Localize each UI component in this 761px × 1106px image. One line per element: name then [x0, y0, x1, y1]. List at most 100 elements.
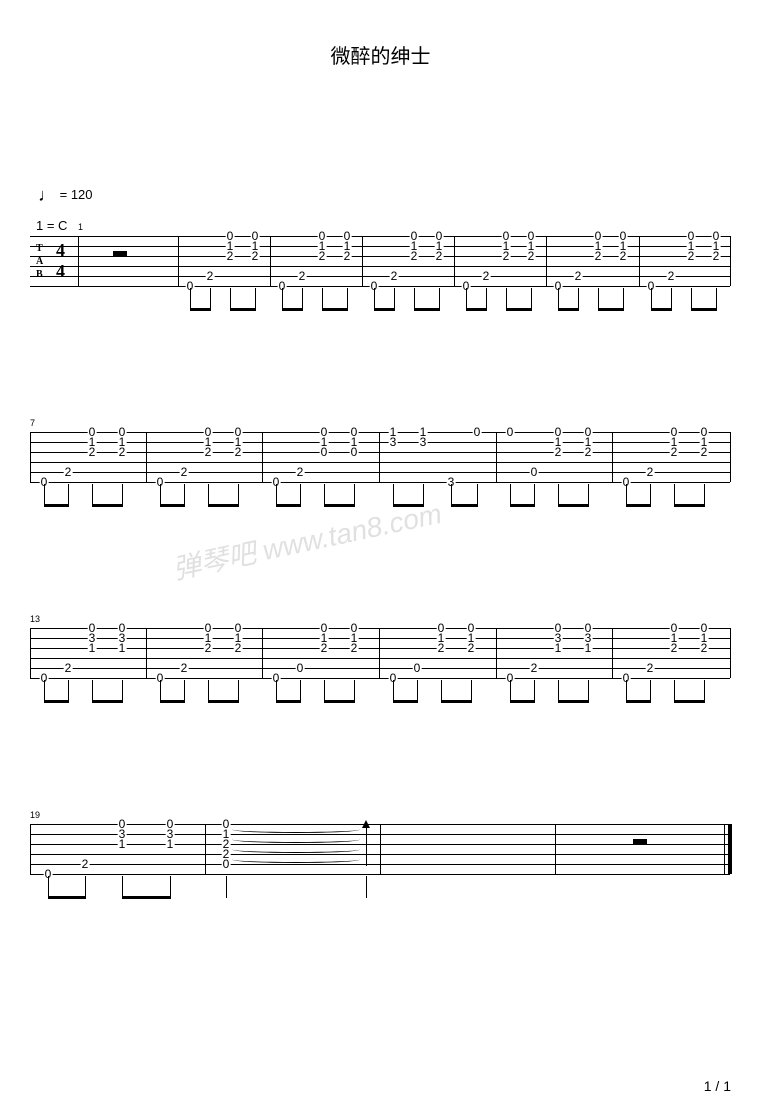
tab-system: 7020120120201201202010010131330000120120… — [30, 432, 730, 482]
fret-number: 1 — [118, 839, 127, 849]
measure-number: 13 — [30, 614, 40, 624]
measure-number: 1 — [78, 222, 83, 232]
tab-string-line — [30, 472, 730, 473]
fret-number: 2 — [435, 251, 444, 261]
note-stem — [85, 876, 86, 898]
fret-number: 2 — [437, 643, 446, 653]
note-stem — [374, 288, 375, 310]
tempo-marking: ♩ = 120 — [38, 185, 93, 206]
barline — [496, 628, 497, 678]
beam — [451, 504, 478, 507]
beam — [230, 308, 256, 311]
note-stem — [558, 680, 559, 702]
barline — [362, 236, 363, 286]
fret-number: 2 — [118, 447, 127, 457]
beam — [160, 700, 185, 703]
fret-number: 1 — [166, 839, 175, 849]
note-stem — [650, 680, 651, 702]
beam — [324, 504, 355, 507]
note-stem — [674, 484, 675, 506]
tie-arc — [232, 836, 360, 843]
fret-number: 2 — [320, 643, 329, 653]
beam — [651, 308, 672, 311]
note-stem — [486, 288, 487, 310]
tab-string-line — [30, 276, 730, 277]
note-stem — [230, 288, 231, 310]
fret-number: 2 — [81, 859, 90, 869]
note-stem — [44, 484, 45, 506]
beam — [558, 308, 579, 311]
note-stem — [393, 484, 394, 506]
tab-string-line — [30, 628, 730, 629]
barline — [30, 824, 31, 874]
note-stem — [276, 484, 277, 506]
barline — [146, 432, 147, 482]
barline — [205, 824, 206, 874]
note-stem — [531, 288, 532, 310]
note-stem — [451, 484, 452, 506]
barline — [30, 628, 31, 678]
note-stem — [347, 288, 348, 310]
tie-arc — [232, 856, 360, 863]
note-stem — [354, 680, 355, 702]
note-stem — [302, 288, 303, 310]
tempo-value: = 120 — [60, 187, 93, 202]
note-stem — [510, 680, 511, 702]
fret-number: 2 — [350, 643, 359, 653]
beam — [324, 700, 355, 703]
fret-number: 2 — [646, 663, 655, 673]
fret-number: 3 — [419, 437, 428, 447]
note-stem — [184, 680, 185, 702]
key-signature: 1 = C — [36, 218, 67, 233]
note-stem — [588, 680, 589, 702]
note-stem — [414, 288, 415, 310]
tie-arc — [232, 846, 360, 853]
fret-number: 2 — [467, 643, 476, 653]
barline — [270, 236, 271, 286]
fret-number: 0 — [296, 663, 305, 673]
page-number: 1 / 1 — [704, 1078, 731, 1094]
beam — [208, 700, 239, 703]
fret-number: 2 — [530, 663, 539, 673]
fret-number: 0 — [506, 427, 515, 437]
note-stem — [208, 484, 209, 506]
beam — [44, 700, 69, 703]
fret-number: 2 — [594, 251, 603, 261]
fret-number: 0 — [530, 467, 539, 477]
tab-string-line — [30, 668, 730, 669]
barline — [379, 628, 380, 678]
barline — [30, 432, 31, 482]
fret-number: 1 — [88, 643, 97, 653]
note-stem — [122, 680, 123, 702]
tab-string-line — [30, 462, 730, 463]
rest-icon — [113, 251, 127, 256]
rest-icon — [633, 839, 647, 844]
tab-system: 1TAB440201201202012012020120120201201202… — [30, 236, 730, 286]
fret-number: 2 — [667, 271, 676, 281]
fret-number: 1 — [118, 643, 127, 653]
beam — [626, 504, 651, 507]
fret-number: 2 — [712, 251, 721, 261]
note-stem — [441, 680, 442, 702]
tie-arc — [232, 826, 360, 833]
fret-number: 3 — [389, 437, 398, 447]
note-stem — [626, 484, 627, 506]
tab-string-line — [30, 286, 730, 287]
note-stem — [68, 484, 69, 506]
fret-number: 2 — [64, 663, 73, 673]
note-stem — [534, 484, 535, 506]
fret-number: 2 — [343, 251, 352, 261]
note-stem — [255, 288, 256, 310]
fret-number: 2 — [700, 447, 709, 457]
fret-number: 1 — [584, 643, 593, 653]
fret-number: 2 — [687, 251, 696, 261]
fret-number: 2 — [619, 251, 628, 261]
note-stem — [477, 484, 478, 506]
tab-system: 190203103101220 — [30, 824, 730, 874]
beam — [92, 504, 123, 507]
note-stem — [674, 680, 675, 702]
beam — [374, 308, 395, 311]
note-stem — [226, 876, 227, 898]
note-stem — [393, 680, 394, 702]
note-stem — [366, 876, 367, 898]
